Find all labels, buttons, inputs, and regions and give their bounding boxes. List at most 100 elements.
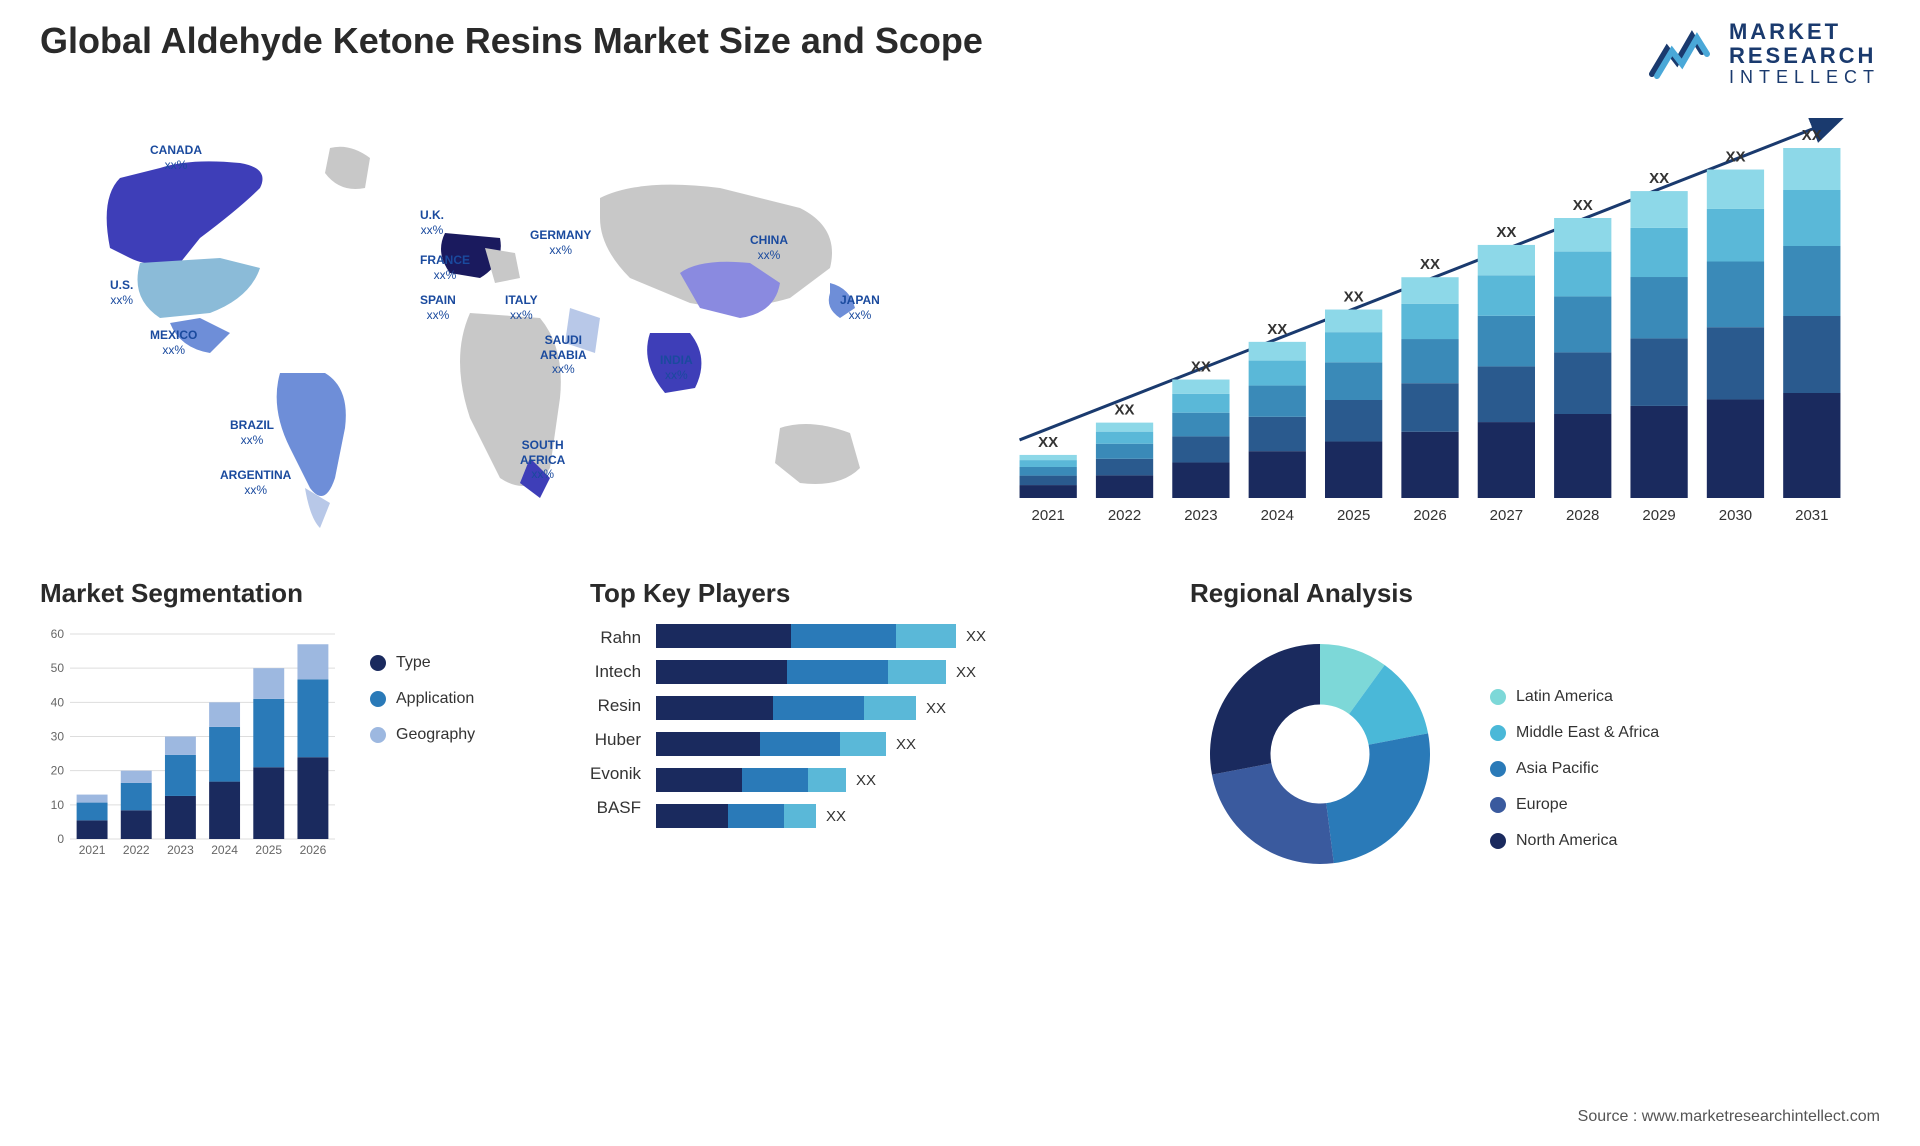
source-text: Source : www.marketresearchintellect.com bbox=[1578, 1108, 1880, 1126]
svg-text:20: 20 bbox=[51, 764, 65, 778]
svg-text:XX: XX bbox=[1649, 170, 1669, 187]
player-bar-row: XX bbox=[656, 624, 986, 648]
player-bar bbox=[656, 804, 816, 828]
player-bar-segment bbox=[728, 804, 784, 828]
map-label: JAPANxx% bbox=[840, 293, 880, 322]
logo-line2: RESEARCH bbox=[1729, 44, 1880, 68]
player-bar bbox=[656, 696, 916, 720]
svg-text:2021: 2021 bbox=[1031, 507, 1064, 524]
svg-text:XX: XX bbox=[1725, 149, 1745, 166]
svg-text:50: 50 bbox=[51, 661, 65, 675]
map-label: BRAZILxx% bbox=[230, 418, 274, 447]
legend-item: Middle East & Africa bbox=[1490, 724, 1659, 742]
legend-item: Geography bbox=[370, 726, 475, 744]
legend-item: North America bbox=[1490, 832, 1659, 850]
legend-item: Type bbox=[370, 654, 475, 672]
svg-text:60: 60 bbox=[51, 627, 65, 641]
player-bar-segment bbox=[656, 732, 760, 756]
svg-text:2025: 2025 bbox=[1337, 507, 1370, 524]
player-bar-row: XX bbox=[656, 768, 986, 792]
map-label: SPAINxx% bbox=[420, 293, 456, 322]
svg-text:XX: XX bbox=[1496, 224, 1516, 241]
legend-dot bbox=[370, 727, 386, 743]
svg-text:2026: 2026 bbox=[1413, 507, 1446, 524]
player-bar-segment bbox=[784, 804, 816, 828]
regional-section: Regional Analysis Latin America Middle Ea… bbox=[1190, 578, 1880, 884]
regional-title: Regional Analysis bbox=[1190, 578, 1880, 609]
player-value: XX bbox=[826, 808, 846, 825]
legend-dot bbox=[1490, 761, 1506, 777]
legend-dot bbox=[1490, 725, 1506, 741]
player-bar bbox=[656, 624, 956, 648]
svg-text:XX: XX bbox=[1344, 289, 1364, 306]
map-label: U.S.xx% bbox=[110, 278, 133, 307]
regional-donut bbox=[1190, 624, 1450, 884]
player-bar-row: XX bbox=[656, 804, 986, 828]
legend-label: Latin America bbox=[1516, 688, 1613, 706]
player-name: BASF bbox=[590, 798, 641, 818]
svg-text:2022: 2022 bbox=[1108, 507, 1141, 524]
map-label: INDIAxx% bbox=[660, 353, 693, 382]
legend-dot bbox=[1490, 797, 1506, 813]
player-name: Huber bbox=[590, 730, 641, 750]
svg-text:2023: 2023 bbox=[167, 843, 194, 857]
player-bar-segment bbox=[787, 660, 889, 684]
svg-text:XX: XX bbox=[1191, 359, 1211, 376]
segmentation-chart: 0102030405060202120222023202420252026 bbox=[40, 624, 340, 864]
player-bar-row: XX bbox=[656, 696, 986, 720]
map-label: SOUTHAFRICAxx% bbox=[520, 438, 565, 481]
player-value: XX bbox=[856, 772, 876, 789]
legend-label: Europe bbox=[1516, 796, 1568, 814]
map-label: CHINAxx% bbox=[750, 233, 788, 262]
svg-text:2027: 2027 bbox=[1490, 507, 1523, 524]
logo-line1: MARKET bbox=[1729, 20, 1880, 44]
svg-text:2026: 2026 bbox=[300, 843, 327, 857]
legend-item: Europe bbox=[1490, 796, 1659, 814]
player-bar-segment bbox=[791, 624, 896, 648]
svg-text:2031: 2031 bbox=[1795, 507, 1828, 524]
segmentation-legend: Type Application Geography bbox=[370, 624, 475, 864]
player-name: Evonik bbox=[590, 764, 641, 784]
player-bar-segment bbox=[656, 768, 742, 792]
legend-dot bbox=[1490, 689, 1506, 705]
player-bar-segment bbox=[840, 732, 886, 756]
player-value: XX bbox=[956, 664, 976, 681]
segmentation-title: Market Segmentation bbox=[40, 578, 540, 609]
regional-legend: Latin America Middle East & Africa Asia Pa… bbox=[1490, 658, 1659, 850]
legend-item: Latin America bbox=[1490, 688, 1659, 706]
svg-text:2022: 2022 bbox=[123, 843, 150, 857]
player-bar-segment bbox=[864, 696, 916, 720]
page-title: Global Aldehyde Ketone Resins Market Siz… bbox=[40, 20, 983, 62]
player-bar-segment bbox=[896, 624, 956, 648]
svg-text:XX: XX bbox=[1115, 402, 1135, 419]
players-section: Top Key Players RahnIntechResinHuberEvon… bbox=[590, 578, 1140, 884]
legend-label: Application bbox=[396, 690, 474, 708]
legend-label: Geography bbox=[396, 726, 475, 744]
svg-text:10: 10 bbox=[51, 798, 65, 812]
player-bar-row: XX bbox=[656, 660, 986, 684]
svg-text:2024: 2024 bbox=[211, 843, 238, 857]
player-bar-segment bbox=[773, 696, 864, 720]
svg-text:XX: XX bbox=[1038, 434, 1058, 451]
player-name: Intech bbox=[590, 662, 641, 682]
player-bar-segment bbox=[656, 624, 791, 648]
logo: MARKET RESEARCH INTELLECT bbox=[1647, 20, 1880, 88]
player-bar-segment bbox=[760, 732, 841, 756]
map-label: U.K.xx% bbox=[420, 208, 444, 237]
legend-label: Asia Pacific bbox=[1516, 760, 1599, 778]
player-name: Rahn bbox=[590, 628, 641, 648]
svg-text:2025: 2025 bbox=[255, 843, 282, 857]
player-bar bbox=[656, 660, 946, 684]
map-label: MEXICOxx% bbox=[150, 328, 197, 357]
player-value: XX bbox=[966, 628, 986, 645]
player-bar-segment bbox=[742, 768, 809, 792]
svg-text:2021: 2021 bbox=[79, 843, 106, 857]
legend-label: Type bbox=[396, 654, 431, 672]
player-bar-segment bbox=[888, 660, 946, 684]
map-label: CANADAxx% bbox=[150, 143, 202, 172]
segmentation-section: Market Segmentation 01020304050602021202… bbox=[40, 578, 540, 884]
legend-dot bbox=[1490, 833, 1506, 849]
svg-text:30: 30 bbox=[51, 730, 65, 744]
map-label: ITALYxx% bbox=[505, 293, 538, 322]
world-map: CANADAxx%U.S.xx%MEXICOxx%BRAZILxx%ARGENT… bbox=[40, 118, 940, 538]
